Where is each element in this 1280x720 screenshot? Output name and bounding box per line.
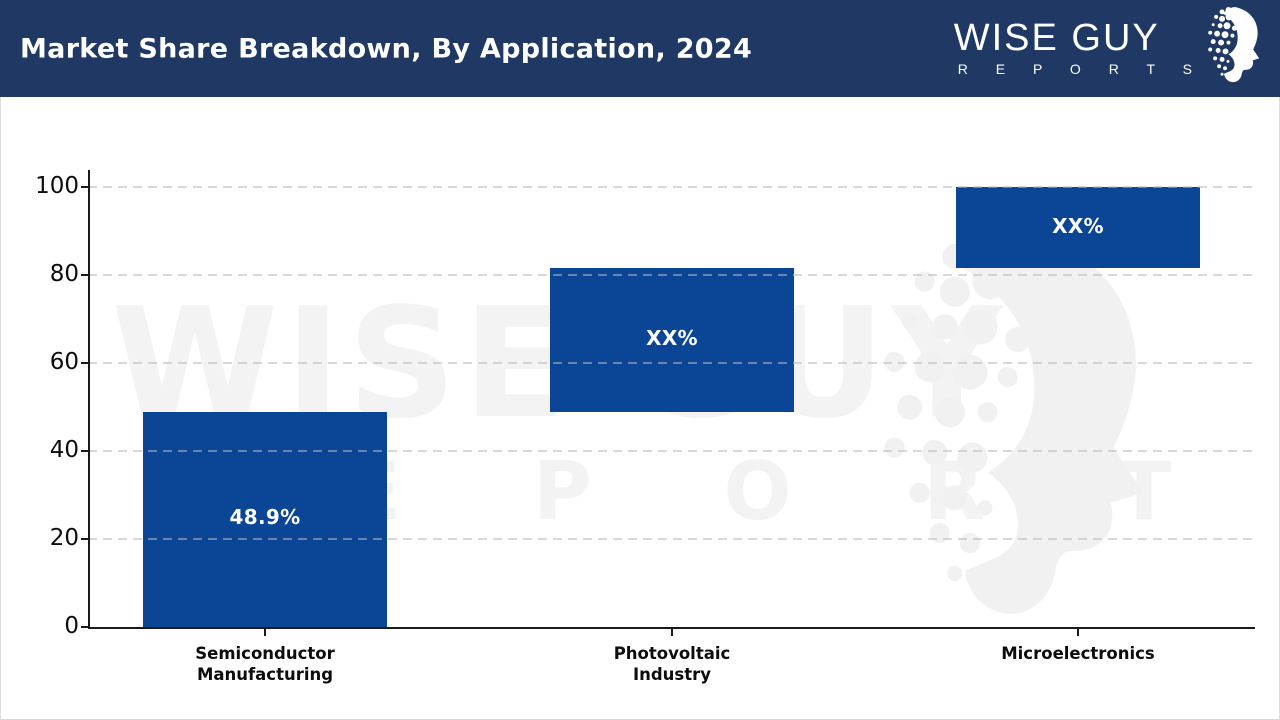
- ytick-label-20: 20: [49, 525, 79, 551]
- ytick-80: [81, 274, 88, 276]
- wiseguy-logo-text: WISE GUY R E P O R T S: [953, 17, 1204, 77]
- y-axis: [88, 170, 90, 629]
- xcat-label-3: Microelectronics: [918, 643, 1238, 664]
- ytick-label-100: 100: [35, 173, 79, 199]
- xtick-3: [1077, 629, 1079, 636]
- ytick-label-80: 80: [49, 261, 79, 287]
- watermark-head-icon: [884, 231, 1144, 614]
- ytick-100: [81, 186, 88, 188]
- logo-subtitle: R E P O R T S: [957, 60, 1204, 77]
- logo-wordmark: WISE GUY: [953, 17, 1160, 60]
- ytick-60: [81, 362, 88, 364]
- gridline-80: [88, 274, 1255, 276]
- xcat-label-line: Photovoltaic: [613, 644, 731, 663]
- ytick-0: [81, 626, 88, 628]
- ytick-label-0: 0: [64, 613, 79, 639]
- ytick-label-60: 60: [49, 349, 79, 375]
- xcat-label-line: Semiconductor: [195, 644, 335, 663]
- bar-2: [550, 268, 794, 412]
- xcat-label-1: Semiconductor Manufacturing: [105, 643, 425, 685]
- xcat-label-line: Microelectronics: [1001, 644, 1155, 663]
- ytick-label-40: 40: [49, 437, 79, 463]
- gridline-40: [88, 450, 1255, 452]
- header-bar: Market Share Breakdown, By Application, …: [0, 0, 1280, 97]
- wiseguy-logo: WISE GUY R E P O R T S: [954, 6, 1266, 90]
- page-title: Market Share Breakdown, By Application, …: [20, 33, 753, 64]
- xtick-2: [671, 629, 673, 636]
- wiseguy-head-icon: [1208, 6, 1260, 83]
- bar-value-label: XX%: [1052, 213, 1104, 238]
- gridline-100: [88, 186, 1255, 188]
- xcat-label-line: Manufacturing: [196, 665, 334, 685]
- bar-1: [143, 411, 387, 627]
- x-axis: [88, 627, 1255, 629]
- ytick-40: [81, 450, 88, 452]
- bar-value-label: XX%: [646, 326, 698, 351]
- xcat-label-line: Industry: [632, 665, 712, 685]
- bar-value-label: 48.9%: [229, 505, 301, 530]
- chart-canvas: WISE GUY R E P O R T S 48.9%XX%XX%020406…: [0, 97, 1280, 720]
- xcat-label-2: Photovoltaic Industry: [512, 643, 832, 685]
- ytick-20: [81, 538, 88, 540]
- gridline-20: [88, 538, 1255, 540]
- xtick-1: [264, 629, 266, 636]
- bar-3: [956, 187, 1200, 269]
- gridline-60: [88, 362, 1255, 364]
